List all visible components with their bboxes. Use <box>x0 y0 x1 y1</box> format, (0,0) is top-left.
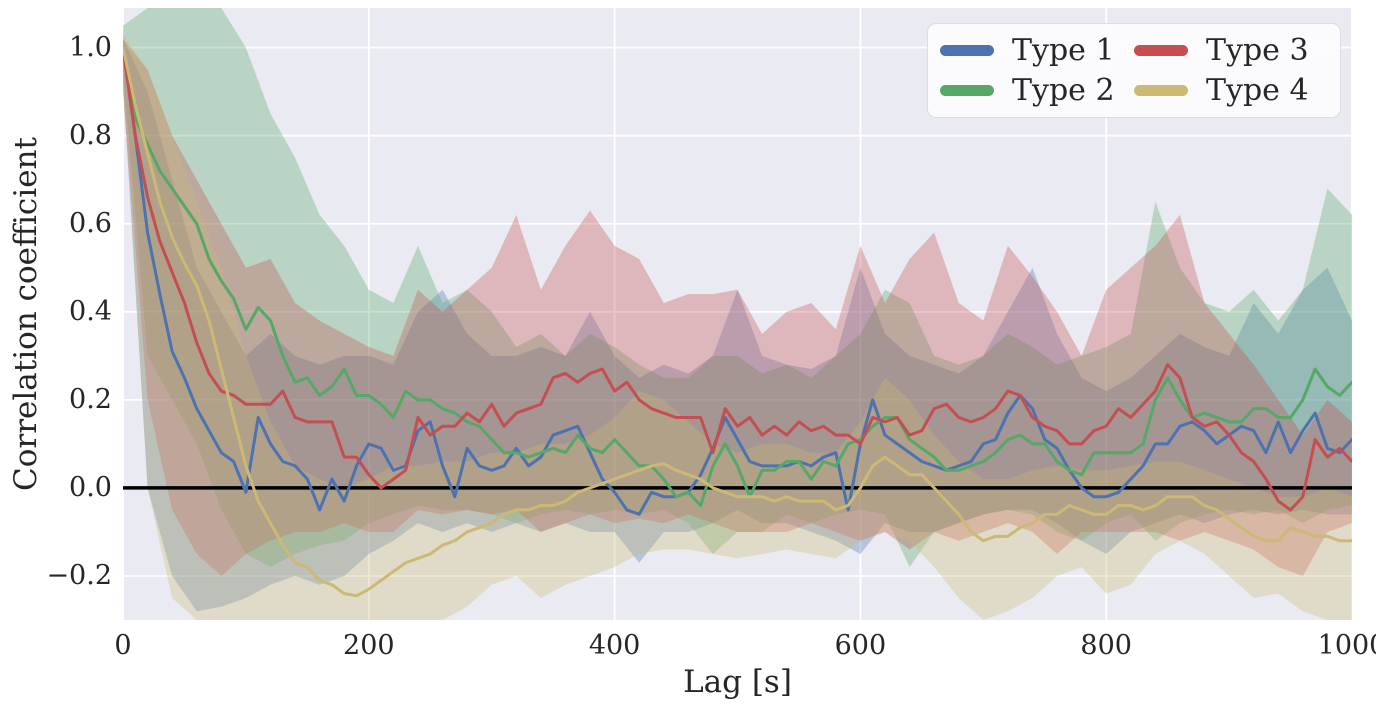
legend-item-type-4: Type 4 <box>1134 71 1328 112</box>
legend-label-type-3: Type 3 <box>1206 32 1309 68</box>
confidence-band-type-1 <box>123 38 1352 612</box>
y-tick-label-0: 0.0 <box>69 471 112 503</box>
x-tick-label-0: 0 <box>114 630 132 661</box>
legend-item-type-1: Type 1 <box>940 30 1134 71</box>
series-line-type-4 <box>123 46 1352 598</box>
confidence-band-type-4 <box>123 34 1352 620</box>
y-tick-label-0.2: 0.2 <box>69 383 112 415</box>
y-tick-label-1: 1.0 <box>69 31 112 63</box>
legend-label-type-1: Type 1 <box>1012 32 1115 68</box>
x-tick-label-200: 200 <box>343 630 395 661</box>
x-tick-label-400: 400 <box>588 630 641 661</box>
legend-label-type-4: Type 4 <box>1206 73 1309 109</box>
y-tick-label--0.2: −0.2 <box>46 559 112 591</box>
x-tick-label-800: 800 <box>1080 630 1132 661</box>
x-tick-label-600: 600 <box>834 630 887 661</box>
legend: Type 1 Type 2 Type 3 Type 4 <box>927 23 1341 118</box>
y-tick-label-0.4: 0.4 <box>69 295 112 327</box>
legend-item-type-2: Type 2 <box>940 71 1134 112</box>
legend-label-type-2: Type 2 <box>1012 73 1115 109</box>
series-line-type-2 <box>123 46 1352 508</box>
confidence-band-type-3 <box>123 38 1352 576</box>
series-line-type-3 <box>123 46 1352 512</box>
x-axis-label: Lag [s] <box>683 664 792 700</box>
y-tick-label-0.6: 0.6 <box>69 207 112 239</box>
series-line-type-1 <box>123 46 1352 516</box>
legend-swatch-type-3 <box>1134 44 1188 56</box>
legend-swatch-type-2 <box>940 85 994 97</box>
legend-swatch-type-4 <box>1134 85 1188 97</box>
legend-swatch-type-1 <box>940 44 994 56</box>
legend-item-type-3: Type 3 <box>1134 30 1328 71</box>
y-tick-label-0.8: 0.8 <box>69 119 112 151</box>
x-tick-label-1000: 1000 <box>1317 630 1376 661</box>
